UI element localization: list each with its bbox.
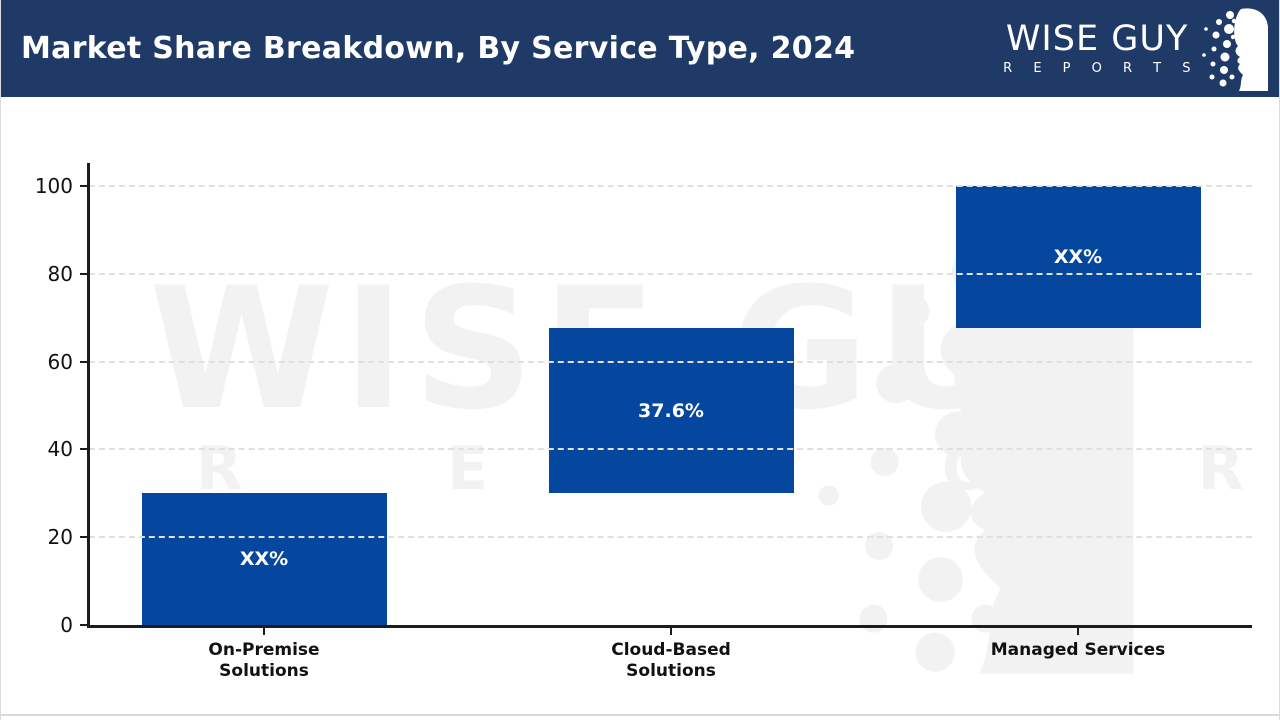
- header-bar: Market Share Breakdown, By Service Type,…: [1, 0, 1279, 97]
- chart-area: WISE GUY R E P O R T S 020406080100XX%37…: [1, 97, 1279, 714]
- bar-value-label: XX%: [1053, 246, 1103, 269]
- y-gridline: [89, 536, 1252, 539]
- y-axis-tick: [80, 272, 89, 275]
- market-share-bar[interactable]: [141, 493, 387, 625]
- y-axis-tick: [80, 536, 89, 539]
- y-tick-label: 100: [34, 174, 73, 198]
- y-tick-label: 80: [47, 261, 73, 286]
- market-share-bar[interactable]: [955, 186, 1201, 329]
- bottom-divider: [1, 714, 1279, 716]
- y-gridline: [89, 272, 1252, 275]
- x-axis-spine: [87, 625, 1252, 628]
- y-axis-tick: [80, 624, 89, 626]
- brand-name: WISE GUY: [1005, 19, 1189, 59]
- y-tick-label: 40: [47, 437, 73, 462]
- bar-value-label: 37.6%: [638, 399, 704, 422]
- y-tick-label: 0: [60, 613, 73, 637]
- bar-value-label: XX%: [239, 548, 289, 571]
- y-axis-spine: [87, 163, 90, 627]
- brand-text: WISE GUY R E P O R T S: [1003, 19, 1191, 76]
- plot-area: 0 20 40 60 80 100 XX% 37.6% XX% On-Premise Soluti…: [1, 97, 1279, 714]
- market-share-bar[interactable]: [548, 328, 794, 494]
- y-tick-label: 20: [47, 525, 73, 550]
- y-gridline: [89, 185, 1252, 187]
- brand-subtitle: R E P O R T S: [1003, 61, 1199, 76]
- category-label: Cloud-Based Solutions: [611, 640, 731, 682]
- y-tick-label: 60: [47, 349, 73, 374]
- x-axis-tick: [670, 627, 672, 635]
- wise-guy-logo: WISE GUY R E P O R T S: [1003, 7, 1269, 91]
- watermark-face-icon: [818, 233, 1134, 674]
- category-label: On-Premise Solutions: [208, 640, 320, 682]
- y-gridline: [89, 360, 1252, 363]
- wise-guy-face-icon: [1202, 7, 1268, 91]
- y-axis-tick: [80, 448, 89, 451]
- y-axis-tick: [80, 185, 89, 187]
- y-gridline: [89, 448, 1252, 451]
- x-axis-tick: [1077, 627, 1079, 635]
- x-axis-tick: [263, 627, 265, 635]
- category-label: Managed Services: [990, 640, 1166, 660]
- y-axis-tick: [80, 360, 89, 363]
- page-title: Market Share Breakdown, By Service Type,…: [21, 31, 856, 66]
